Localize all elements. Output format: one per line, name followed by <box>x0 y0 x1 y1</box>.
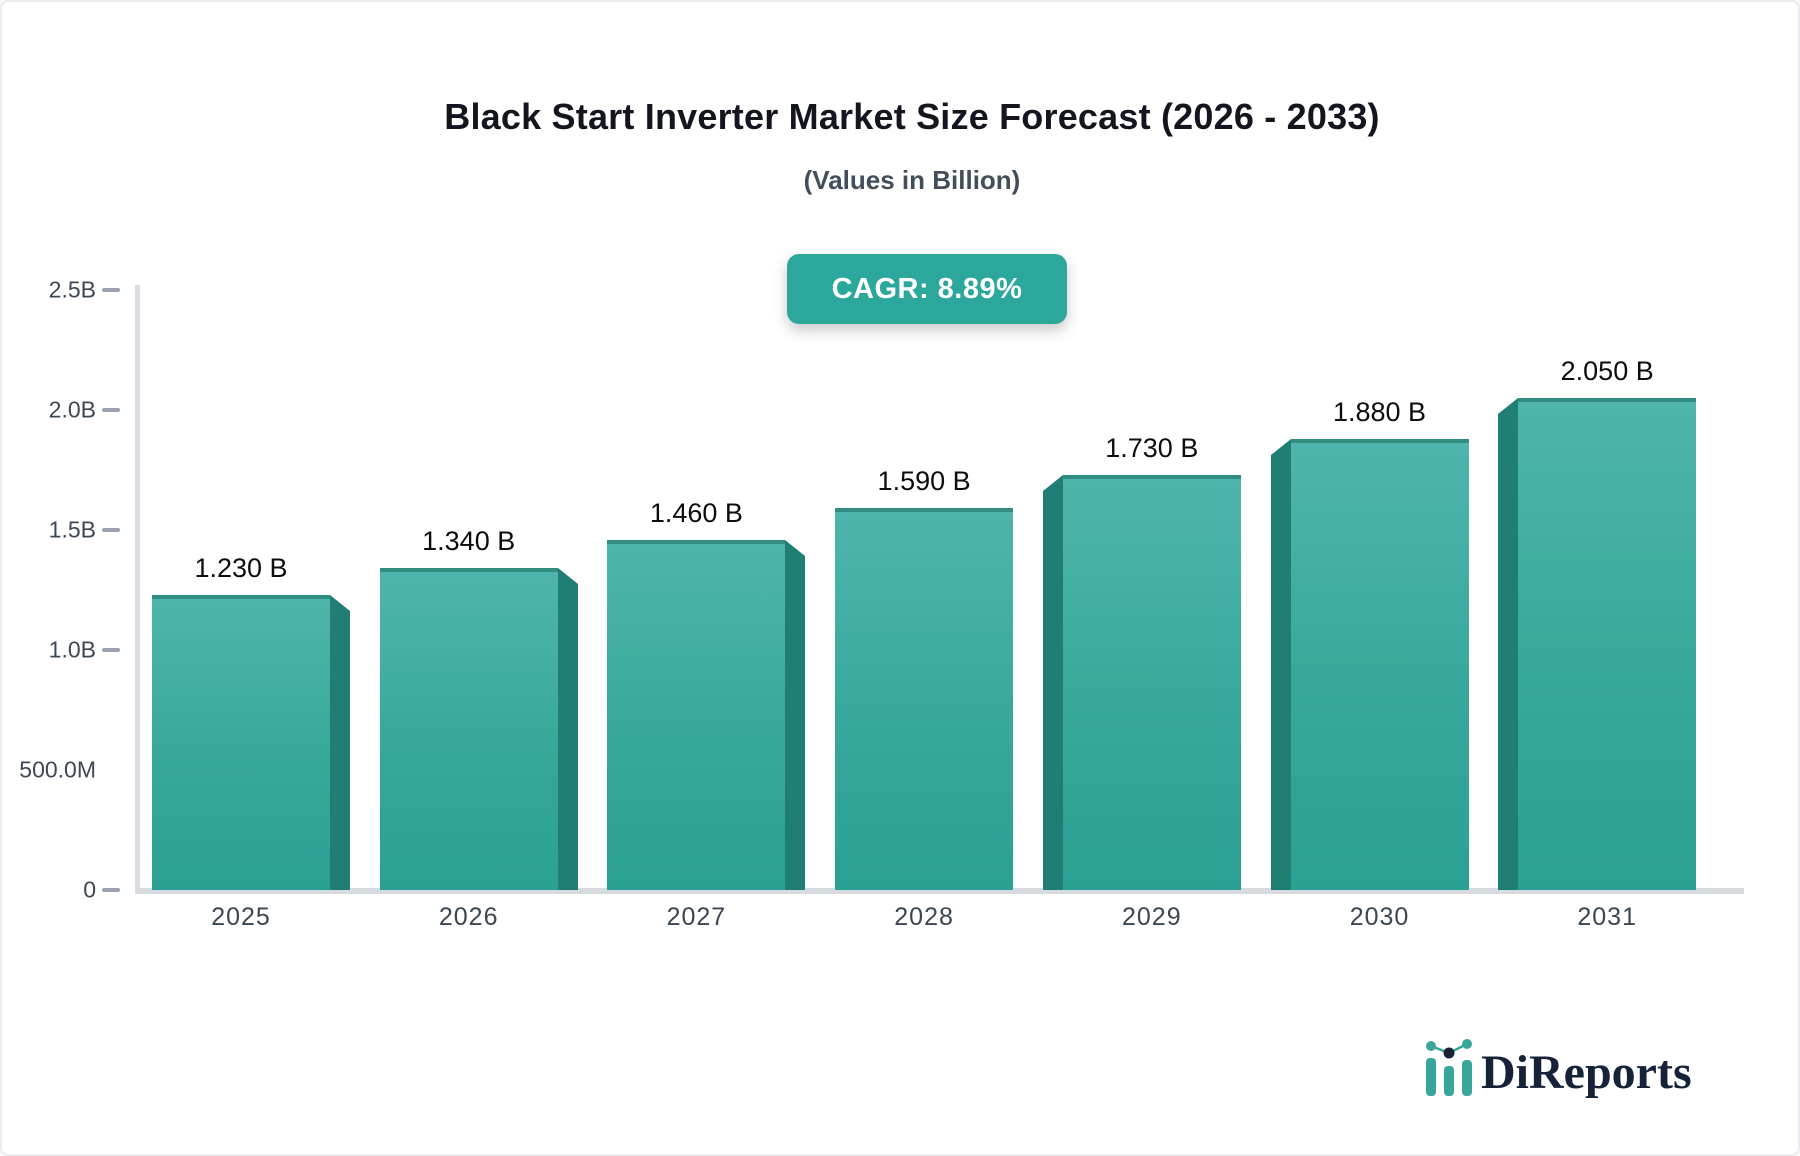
y-axis-tick-label: 1.0B <box>48 636 96 663</box>
bar-2031[interactable] <box>1518 398 1696 890</box>
y-axis-tick-label: 0 <box>83 876 96 903</box>
direports-logo: DiReports <box>1426 1039 1692 1099</box>
logo-text: DiReports <box>1481 1046 1692 1099</box>
bar-2030[interactable] <box>1291 439 1469 890</box>
cagr-badge: CAGR: 8.89% <box>787 254 1067 324</box>
bar-side-2030 <box>1271 439 1291 890</box>
y-axis-tick-label: 2.0B <box>48 396 96 423</box>
y-axis-tick-dash <box>102 888 120 892</box>
bar-value-label-2028: 1.590 B <box>877 466 971 496</box>
bar-2028[interactable] <box>835 508 1013 890</box>
bar-value-label-2030: 1.880 B <box>1332 397 1427 427</box>
bar-side-2026 <box>558 568 578 890</box>
chart-title: Black Start Inverter Market Size Forecas… <box>444 96 1380 137</box>
bar-value-label-2025: 1.230 B <box>194 553 288 583</box>
y-axis-tick-dash <box>102 528 120 532</box>
x-axis-line <box>135 888 1744 894</box>
x-axis-label-2031: 2031 <box>1577 903 1637 931</box>
y-axis-tick-dash <box>102 288 120 292</box>
x-axis-label-2026: 2026 <box>438 903 499 931</box>
x-axis-label-2028: 2028 <box>894 903 954 931</box>
logo-chart-icon <box>1426 1039 1472 1096</box>
x-axis-label-2029: 2029 <box>1121 903 1182 931</box>
bar-side-2029 <box>1043 475 1063 890</box>
y-axis-tick-label: 500.0M <box>19 756 96 783</box>
bar-value-label-2031: 2.050 B <box>1560 356 1654 386</box>
bar-value-label-2029: 1.730 B <box>1105 433 1199 463</box>
bar-side-2025 <box>330 595 350 890</box>
x-axis-label-2025: 2025 <box>211 903 271 931</box>
bar-side-2031 <box>1498 398 1518 890</box>
y-axis-line <box>135 285 140 893</box>
bar-side-2027 <box>785 540 805 890</box>
x-axis-label-2027: 2027 <box>666 903 727 931</box>
bar-value-label-2026: 1.340 B <box>422 526 516 556</box>
y-axis-tick-label: 2.5B <box>48 276 96 303</box>
bar-2029[interactable] <box>1063 475 1241 890</box>
bar-2026[interactable] <box>380 568 558 890</box>
cagr-badge-label: CAGR: 8.89% <box>831 272 1023 305</box>
bar-2025[interactable] <box>152 595 330 890</box>
chart-subtitle: (Values in Billion) <box>803 165 1021 195</box>
y-axis-tick-label: 1.5B <box>48 516 96 543</box>
bar-value-label-2027: 1.460 B <box>649 498 743 528</box>
x-axis-label-2030: 2030 <box>1349 903 1410 931</box>
y-axis-tick-dash <box>102 408 120 412</box>
bar-2027[interactable] <box>607 540 785 890</box>
y-axis-tick-dash <box>102 648 120 652</box>
